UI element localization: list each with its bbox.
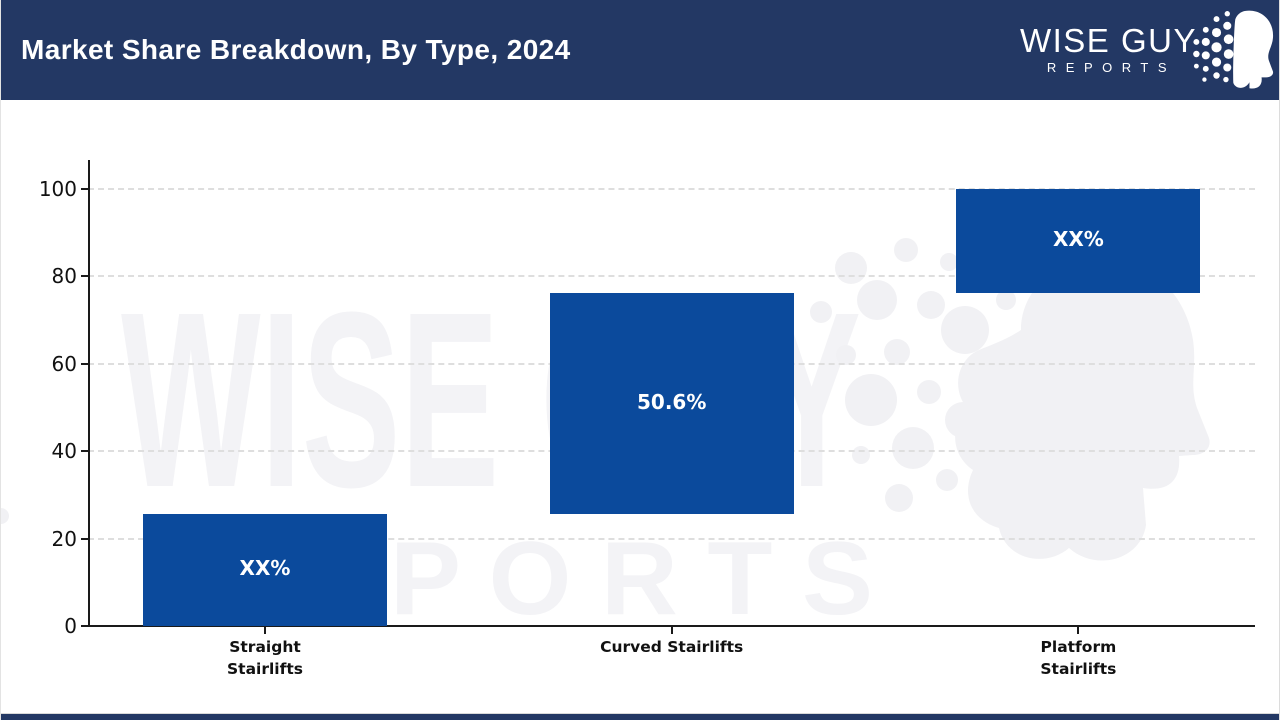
logo-wiseguy-text: WISE GUY [1019, 22, 1197, 59]
x-tick-mark [670, 627, 673, 634]
x-tick-mark [1077, 627, 1080, 634]
x-axis-line [87, 625, 1255, 627]
chart-title: Market Share Breakdown, By Type, 2024 [21, 34, 571, 65]
logo-head-icon [1193, 10, 1274, 89]
bar-value-label: XX% [239, 556, 291, 581]
y-tick-label: 60 [51, 351, 77, 376]
bar-value-label: XX% [1052, 226, 1104, 251]
y-tick-label: 40 [51, 439, 77, 463]
wiseguy-logo: WISE GUY REPORTS [1020, 6, 1277, 94]
y-tick-mark [81, 187, 88, 190]
x-tick-mark [264, 627, 266, 634]
grid-line [88, 275, 1255, 277]
bar-segment: XX% [956, 188, 1201, 294]
y-axis-line [88, 160, 90, 627]
bar-value-label: 50.6% [636, 389, 707, 414]
grid-line [88, 187, 1255, 190]
grid-line [88, 537, 1255, 540]
x-tick-label: Platform Stairlifts [1040, 638, 1117, 678]
x-tick-label: Curved Stairlifts [600, 638, 744, 656]
y-tick-mark [81, 625, 88, 627]
y-tick-label: 0 [64, 614, 77, 638]
bar-segment: XX% [143, 514, 387, 626]
y-tick-mark [81, 362, 88, 365]
y-tick-label: 80 [51, 264, 77, 288]
footer-hairline [1, 713, 1279, 714]
header-banner: Market Share Breakdown, By Type, 2024 WI… [1, 0, 1279, 100]
y-tick-mark [81, 275, 88, 277]
x-tick-label: Straight Stairlifts [227, 638, 303, 678]
y-tick-mark [81, 537, 88, 540]
y-tick-label: 100 [38, 176, 77, 201]
y-tick-label: 20 [51, 526, 77, 551]
logo-reports-text: REPORTS [1046, 60, 1177, 75]
bar-segment: 50.6% [549, 293, 794, 515]
footer-bar [1, 714, 1279, 720]
y-tick-mark [81, 450, 88, 452]
